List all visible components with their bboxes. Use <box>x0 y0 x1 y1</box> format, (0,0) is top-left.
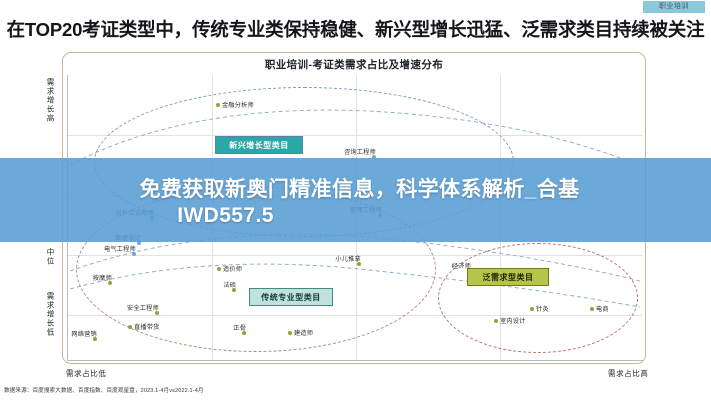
x-axis-label-high: 需求占比高 <box>608 369 649 378</box>
data-point <box>128 325 132 329</box>
watermark-overlay: 免费获取新奥门精准信息，科学体系解析_合基 IWD557.5 <box>0 158 711 242</box>
watermark-line-2: IWD557.5 <box>177 203 274 227</box>
data-point <box>216 103 220 107</box>
data-point-label: 针灸 <box>536 306 549 313</box>
data-point-label: 建造师 <box>294 330 314 337</box>
data-point <box>93 337 97 341</box>
data-point-label: 直播带货 <box>134 324 160 331</box>
data-point <box>372 155 376 159</box>
data-point-label: 室内设计 <box>500 318 526 325</box>
data-point <box>137 241 141 245</box>
cluster-ellipse-general <box>438 243 638 353</box>
data-point <box>494 319 498 323</box>
y-axis-label-high: 需求增长高 <box>46 78 55 123</box>
data-point <box>357 262 361 266</box>
data-point-label: 咨询工程师 <box>344 149 376 156</box>
x-axis-label-low: 需求占比低 <box>66 369 107 378</box>
cluster-label-traditional: 传统专业型类目 <box>249 288 333 306</box>
data-point-label: 电气工程师 <box>104 246 136 253</box>
data-point <box>108 281 112 285</box>
data-point-label: 正骨 <box>233 325 246 332</box>
chart-title: 职业培训-考证类需求占比及增速分布 <box>264 59 444 71</box>
cluster-label-emerging: 新兴增长型类目 <box>215 136 303 154</box>
page-title: 在TOP20考证类型中，传统专业类保持稳健、新兴型增长迅猛、泛需求类目持续被关注 <box>6 19 705 40</box>
data-point <box>288 331 292 335</box>
data-point-label: 网络营销 <box>71 331 97 338</box>
source-footnote: 数据来源：百度搜索大数据、百度指数、百度观星盘，2023.1-4月vs2022.… <box>4 388 204 394</box>
data-point <box>590 307 594 311</box>
category-badge: 职业培训 <box>643 1 705 13</box>
data-point-label: 法硕 <box>223 282 236 289</box>
data-point <box>132 252 136 256</box>
watermark-line-1: 免费获取新奥门精准信息，科学体系解析_合基 <box>139 177 580 201</box>
data-point-label: 经济师 <box>451 263 471 270</box>
y-axis-label-mid: 中位 <box>46 248 55 266</box>
data-point-label: 按摩师 <box>92 275 112 282</box>
y-axis-label-low: 需求增长低 <box>46 292 55 337</box>
data-point-label: 金融分析师 <box>222 102 254 109</box>
data-point-label: 造价师 <box>223 266 243 273</box>
data-point-label: 安全工程师 <box>127 305 159 312</box>
gridline-h <box>68 315 643 316</box>
data-point-label: 小儿推拿 <box>335 256 361 263</box>
cluster-label-general: 泛需求型类目 <box>467 268 549 286</box>
data-point <box>217 267 221 271</box>
data-point-label: 电商 <box>596 306 609 313</box>
data-point <box>242 331 246 335</box>
data-point <box>155 311 159 315</box>
data-point <box>232 288 236 292</box>
data-point <box>530 307 534 311</box>
